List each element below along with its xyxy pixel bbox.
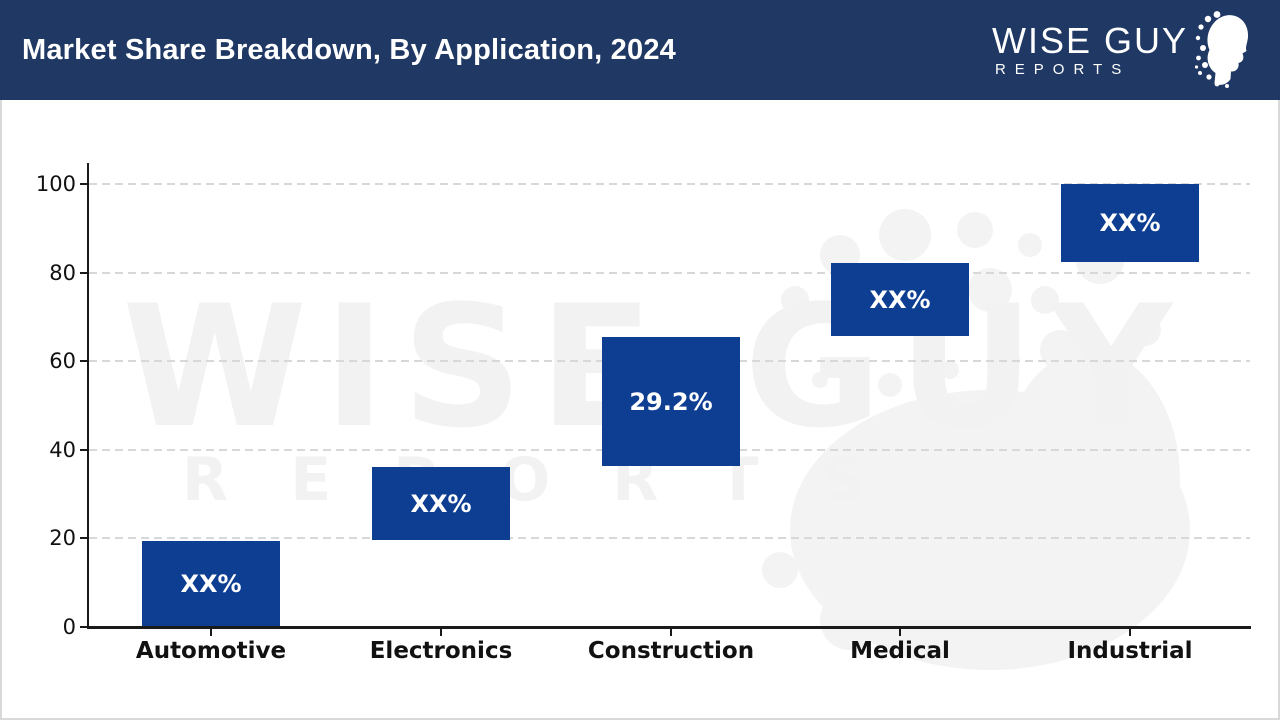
y-tick-label: 100: [35, 172, 76, 196]
bar-industrial: XX%: [1061, 184, 1199, 262]
watermark-head-dots: [762, 209, 1190, 670]
x-tick-mark: [670, 629, 672, 636]
x-axis-label-electronics: Electronics: [369, 638, 513, 664]
x-axis-line: [87, 626, 1251, 629]
bar-automotive: XX%: [142, 541, 280, 627]
y-tick-mark: [80, 360, 88, 363]
y-tick-label: 0: [62, 615, 76, 639]
page-title: Market Share Breakdown, By Application, …: [22, 33, 676, 66]
y-tick-label: 20: [49, 526, 76, 551]
x-tick-mark: [899, 629, 901, 636]
bar-medical: XX%: [831, 263, 969, 336]
x-axis-label-industrial: Industrial: [1067, 638, 1193, 664]
logo-text: WISE GUY REPORTS: [991, 19, 1188, 78]
x-axis-label-automotive: Automotive: [135, 638, 287, 664]
y-tick-mark: [80, 626, 88, 628]
y-tick-label: 40: [49, 437, 76, 462]
logo-wordmark: WISE GUY: [991, 19, 1188, 61]
x-tick-mark: [210, 629, 212, 636]
y-tick-mark: [80, 271, 88, 274]
bar-value-label: XX%: [180, 570, 242, 598]
bar-value-label: XX%: [410, 489, 472, 518]
y-tick-mark: [80, 448, 88, 451]
bar-value-label: XX%: [869, 285, 931, 314]
y-tick-mark: [80, 183, 88, 185]
bar-value-label: XX%: [1099, 209, 1161, 237]
logo-face-icon: [1194, 11, 1249, 88]
y-axis-line: [87, 163, 89, 629]
bar-electronics: XX%: [372, 467, 510, 540]
y-tick-label: 60: [49, 349, 76, 374]
y-tick-label: 80: [49, 260, 76, 285]
logo-subtext: REPORTS: [994, 60, 1131, 78]
gridline: [89, 537, 1250, 540]
bar-value-label: 29.2%: [629, 387, 713, 416]
x-axis-label-construction: Construction: [587, 638, 755, 664]
x-tick-mark: [440, 629, 442, 636]
y-tick-mark: [80, 537, 88, 540]
bar-construction: 29.2%: [602, 337, 740, 466]
gridline: [89, 271, 1250, 274]
x-tick-mark: [1129, 629, 1131, 636]
gridline: [89, 183, 1250, 185]
header-bar: Market Share Breakdown, By Application, …: [0, 0, 1280, 100]
watermark-line2: REPORTS: [182, 445, 926, 515]
x-axis-label-medical: Medical: [850, 638, 950, 664]
wise-guy-logo: WISE GUY REPORTS: [992, 11, 1252, 89]
